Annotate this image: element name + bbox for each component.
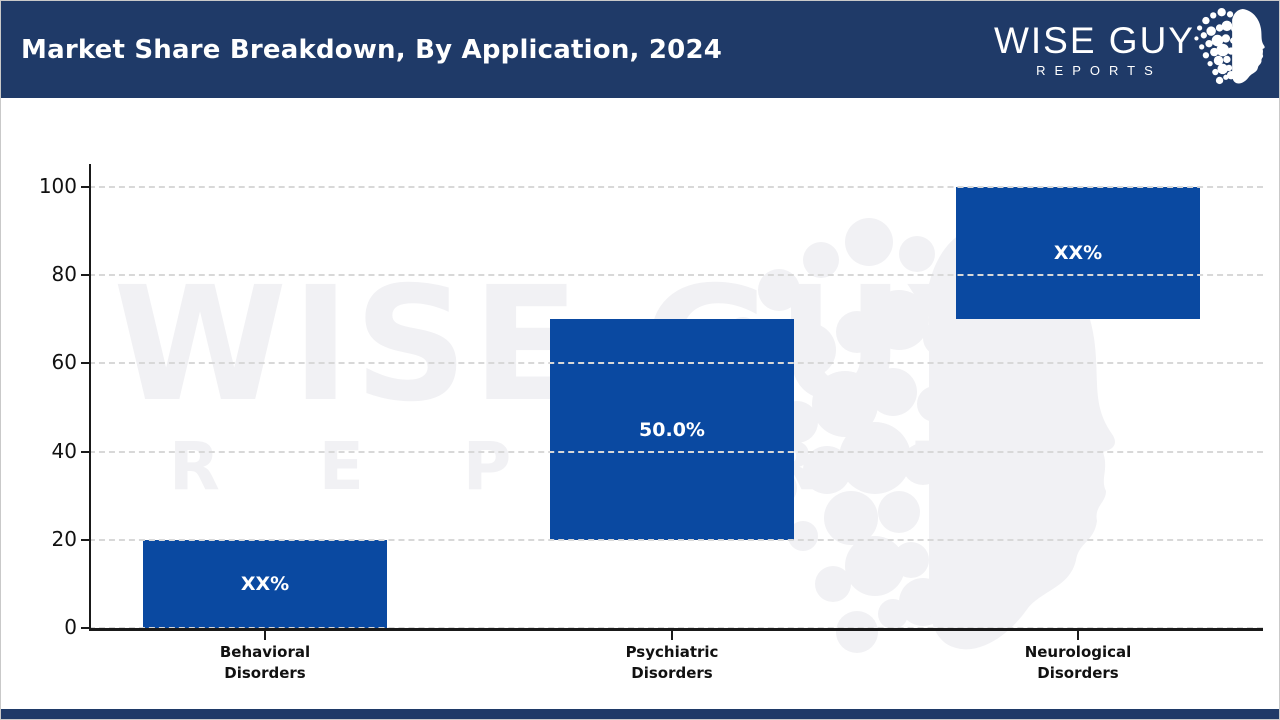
brand-name: WISE GUY (993, 20, 1195, 61)
y-tick-label: 60 (51, 350, 77, 375)
x-category-label: Behavioral Disorders (219, 643, 311, 682)
chart-area: WISE GUY R E P O R T S XX%50.0%XX%020406… (1, 98, 1279, 711)
gridline-y80 (89, 274, 1263, 277)
brand-logo: WISE GUY REPORTS (994, 7, 1267, 92)
y-tick-label: 0 (64, 615, 77, 639)
y-tick-mark (81, 186, 89, 188)
footer-band (1, 709, 1279, 719)
y-tick-label: 100 (38, 174, 77, 198)
header-band: Market Share Breakdown, By Application, … (1, 1, 1279, 98)
brand-face-icon (1194, 7, 1265, 84)
bar-value-label: 50.0% (639, 418, 705, 441)
y-tick-mark (81, 362, 89, 365)
x-tick-mark (671, 631, 673, 640)
x-category-label: Neurological Disorders (1024, 643, 1132, 682)
y-tick-mark (81, 274, 89, 277)
brand-subname: REPORTS (1036, 63, 1162, 78)
y-tick-label: 40 (51, 438, 77, 463)
gridline-y40 (89, 450, 1263, 453)
x-axis-spine (89, 628, 1263, 631)
x-category-label: Psychiatric Disorders (625, 643, 719, 682)
bar-value-label: XX% (1053, 242, 1103, 265)
bar-value-label: XX% (240, 572, 290, 595)
y-tick-label: 20 (51, 526, 77, 551)
brand-logo-text: WISE GUY REPORTS (994, 22, 1195, 77)
x-tick-mark (264, 631, 266, 640)
gridline-y20 (89, 538, 1263, 541)
page-title: Market Share Breakdown, By Application, … (21, 34, 723, 65)
y-axis-spine (89, 164, 91, 629)
bar-behavioral-disorders (143, 539, 387, 628)
gridline-y60 (89, 362, 1263, 365)
y-tick-label: 80 (51, 262, 77, 287)
y-tick-mark (81, 627, 89, 629)
y-tick-mark (81, 538, 89, 541)
gridline-y100 (89, 186, 1263, 188)
x-tick-mark (1077, 631, 1079, 640)
y-tick-mark (81, 450, 89, 453)
